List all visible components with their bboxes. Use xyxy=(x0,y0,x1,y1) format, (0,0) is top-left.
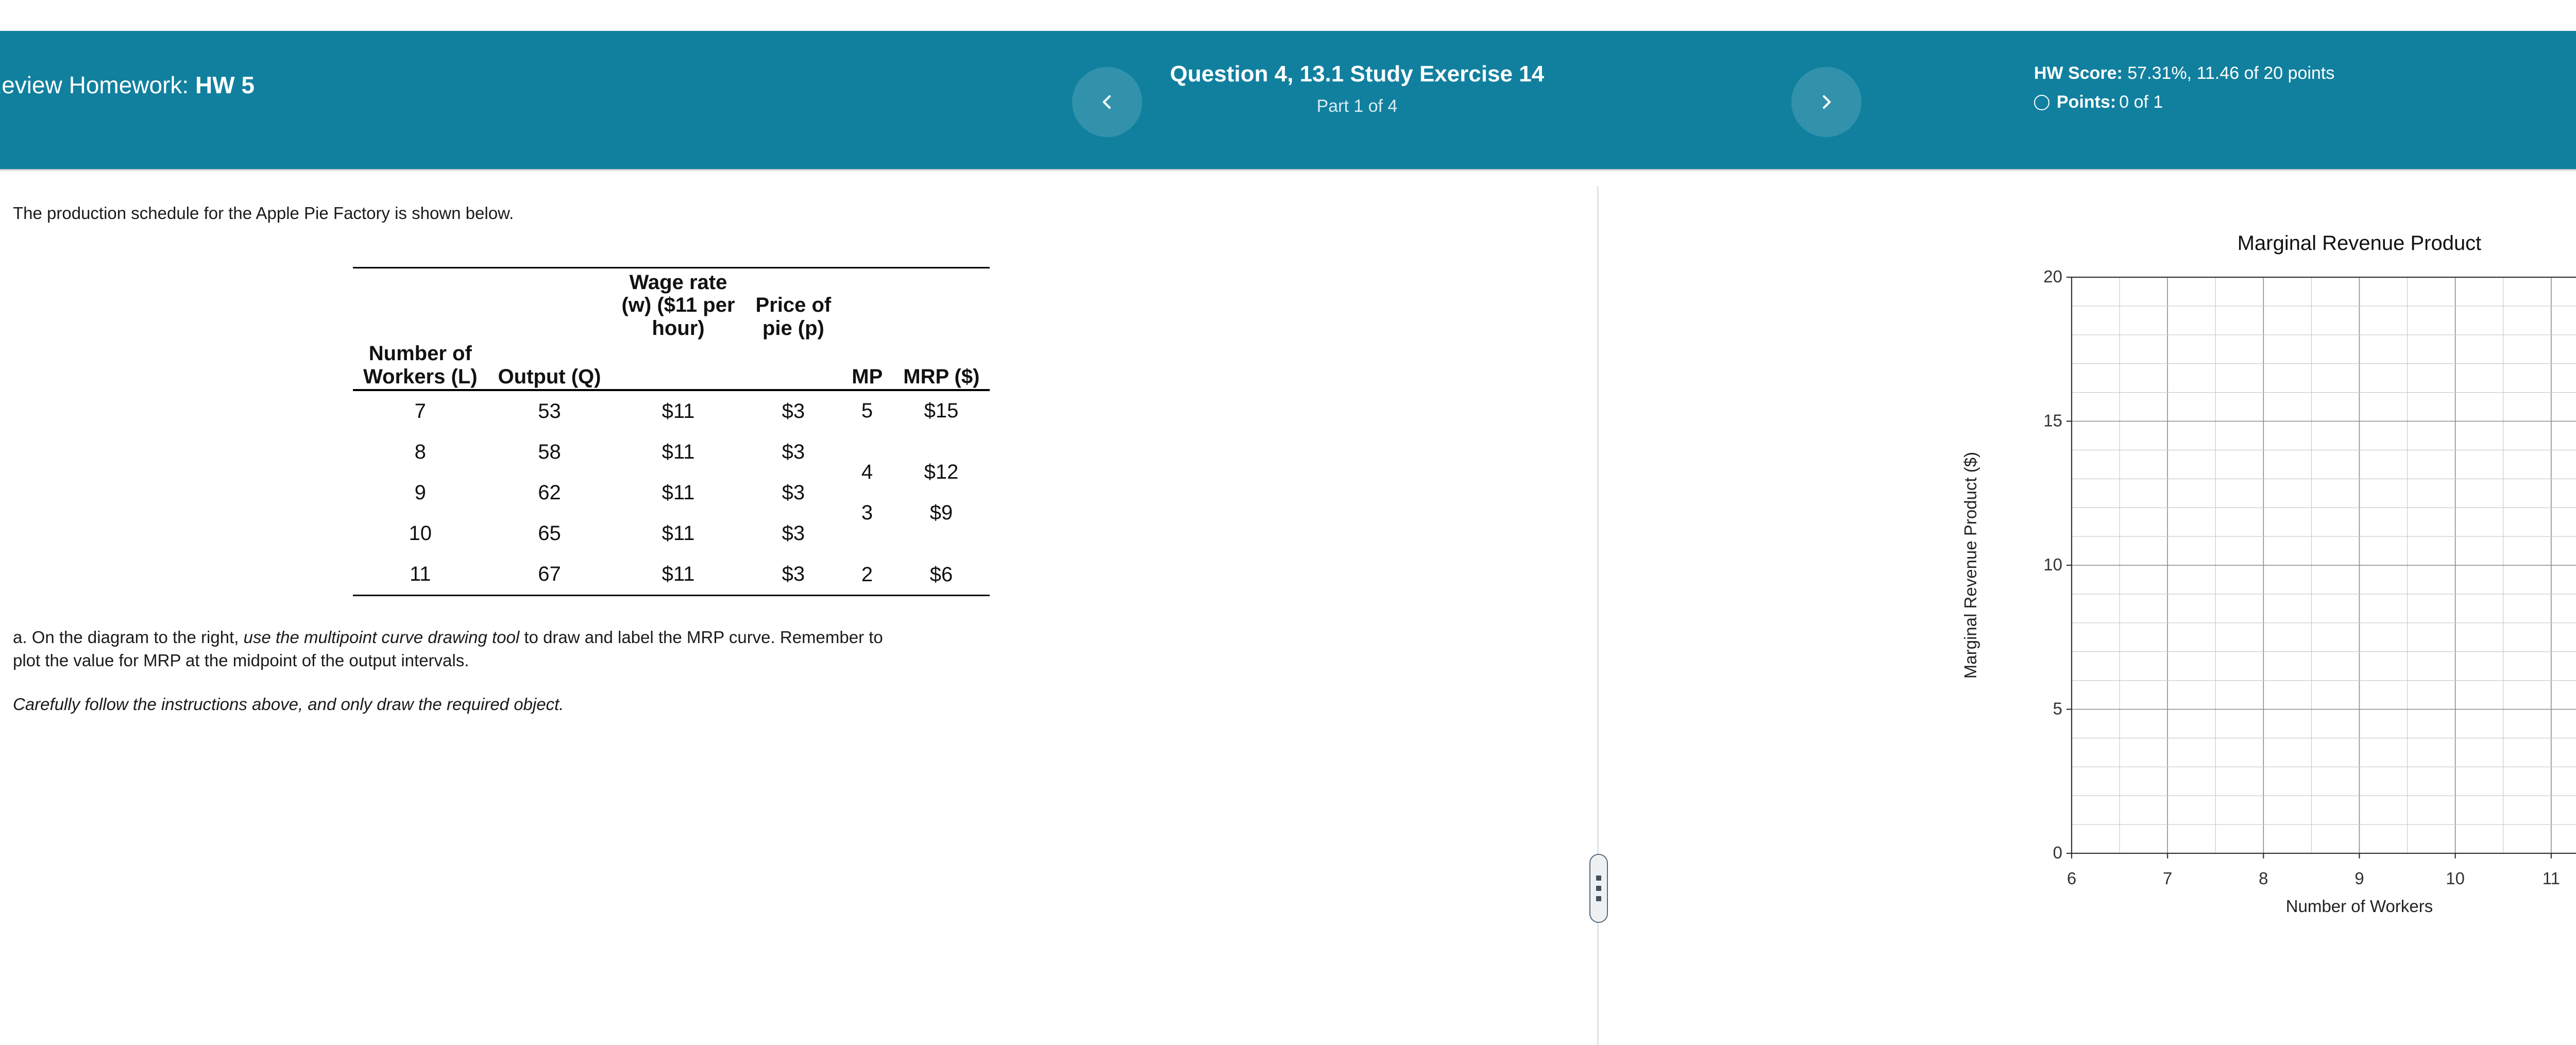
svg-text:10: 10 xyxy=(2446,869,2465,888)
svg-text:20: 20 xyxy=(2043,267,2062,286)
svg-text:9: 9 xyxy=(2354,869,2364,888)
svg-text:11: 11 xyxy=(2543,869,2560,888)
svg-text:6: 6 xyxy=(2067,869,2076,888)
svg-text:7: 7 xyxy=(2163,869,2172,888)
svg-text:5: 5 xyxy=(2053,699,2062,718)
svg-text:0: 0 xyxy=(2053,843,2062,862)
svg-text:10: 10 xyxy=(2043,555,2062,574)
svg-text:8: 8 xyxy=(2259,869,2268,888)
svg-text:15: 15 xyxy=(2043,411,2062,430)
